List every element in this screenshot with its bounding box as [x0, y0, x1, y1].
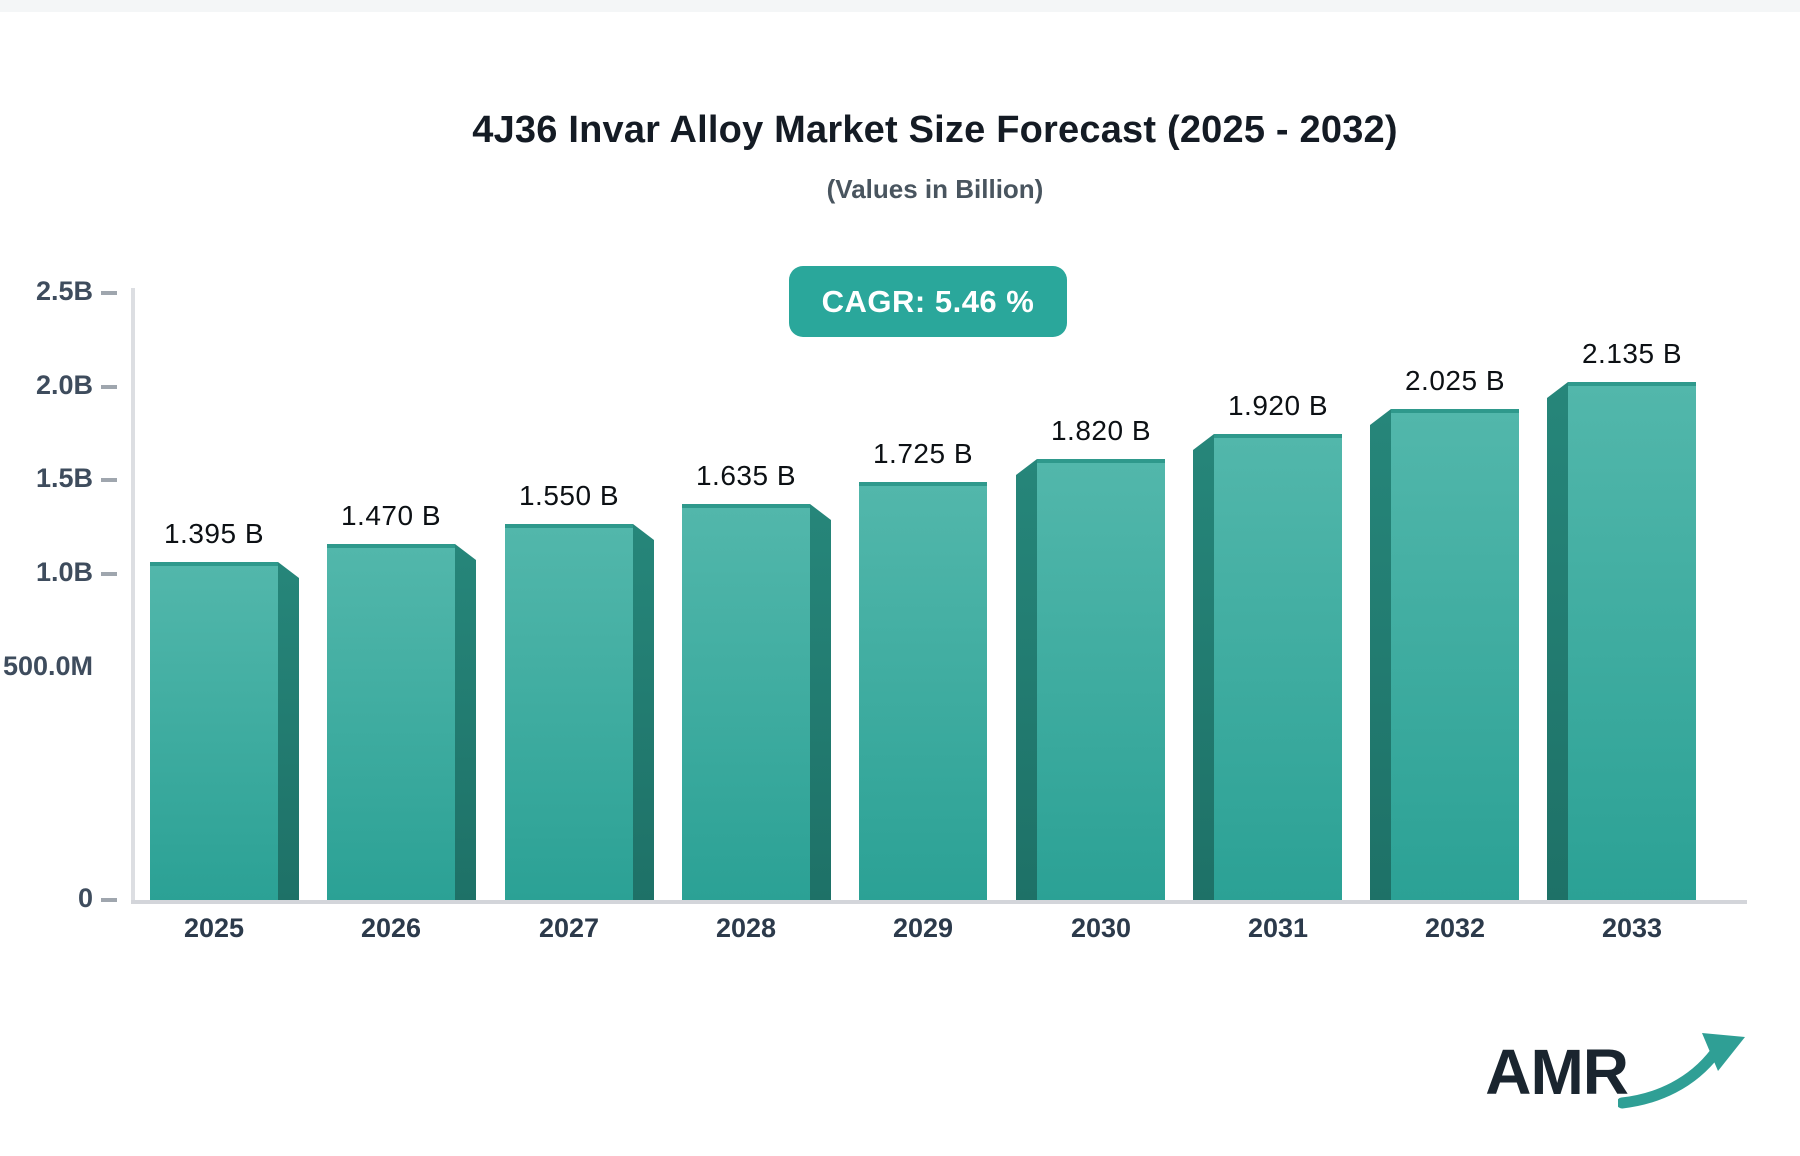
y-axis-tick-label: 500.0M [2, 651, 93, 681]
bar-side-2033 [1547, 382, 1568, 900]
y-axis-tick-dash [101, 478, 117, 482]
amr-logo: AMR [1485, 1032, 1748, 1112]
y-axis-tick-dash [101, 572, 117, 576]
bar-side-2025 [278, 562, 299, 900]
bar-2032 [1391, 409, 1519, 900]
cagr-badge-label: CAGR: 5.46 % [821, 283, 1035, 319]
amr-logo-text: AMR [1485, 1036, 1629, 1108]
y-axis-tick-dash [101, 898, 117, 902]
y-axis-tick-label: 2.5B [35, 276, 93, 306]
x-axis-label-2025: 2025 [183, 913, 245, 943]
y-axis-tick-dash [101, 291, 117, 295]
bar-value-label-2030: 1.820 B [1050, 415, 1152, 446]
bar-value-label-2033: 2.135 B [1581, 338, 1683, 369]
bar-2025 [150, 562, 278, 900]
bar-side-2026 [455, 544, 476, 900]
cagr-badge: CAGR: 5.46 % [789, 266, 1067, 337]
x-axis-label-2032: 2032 [1424, 913, 1486, 943]
x-axis-line [131, 900, 1747, 904]
bar-2031 [1214, 434, 1342, 900]
x-axis-label-2028: 2028 [715, 913, 777, 943]
bar-2029 [859, 482, 987, 900]
bar-side-2028 [810, 504, 831, 900]
bar-side-2031 [1193, 434, 1214, 900]
bar-value-label-2027: 1.550 B [518, 480, 620, 511]
bar-2027 [505, 524, 633, 900]
y-axis-tick-label: 1.0B [35, 557, 93, 587]
bar-value-label-2026: 1.470 B [340, 500, 442, 531]
bar-side-2030 [1016, 459, 1037, 900]
bar-side-2032 [1370, 409, 1391, 900]
chart-card: 4J36 Invar Alloy Market Size Forecast (2… [0, 12, 1800, 1156]
growth-arrow-icon [1618, 1033, 1745, 1109]
x-axis-label-2031: 2031 [1247, 913, 1309, 943]
bar-2028 [682, 504, 810, 900]
bar-value-label-2028: 1.635 B [695, 460, 797, 491]
chart-title: 4J36 Invar Alloy Market Size Forecast (2… [472, 109, 1398, 151]
bar-2033 [1568, 382, 1696, 900]
x-axis-label-2027: 2027 [538, 913, 600, 943]
bar-2030 [1037, 459, 1165, 900]
bar-value-label-2032: 2.025 B [1404, 365, 1506, 396]
y-axis-tick-label: 1.5B [35, 463, 93, 493]
bar-value-label-2031: 1.920 B [1227, 390, 1329, 421]
x-axis-label-2026: 2026 [360, 913, 422, 943]
bar-2026 [327, 544, 455, 900]
y-axis-tick-label: 2.0B [35, 370, 93, 400]
bar-value-label-2029: 1.725 B [872, 438, 974, 469]
x-axis-label-2030: 2030 [1070, 913, 1132, 943]
bar-side-2027 [633, 524, 654, 900]
y-axis-tick-label: 0 [77, 883, 93, 913]
x-axis-label-2033: 2033 [1601, 913, 1663, 943]
bar-value-label-2025: 1.395 B [163, 518, 265, 549]
y-axis-tick-dash [101, 385, 117, 389]
y-axis-line [131, 288, 135, 904]
x-axis-label-2029: 2029 [892, 913, 954, 943]
chart-subtitle: (Values in Billion) [826, 174, 1044, 204]
